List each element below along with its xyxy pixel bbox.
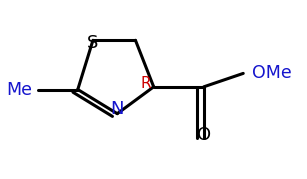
Text: O: O — [197, 126, 211, 144]
Text: N: N — [111, 100, 124, 118]
Text: OMe: OMe — [252, 64, 292, 82]
Text: S: S — [87, 34, 99, 52]
Text: Me: Me — [6, 81, 32, 98]
Text: R: R — [140, 76, 151, 91]
